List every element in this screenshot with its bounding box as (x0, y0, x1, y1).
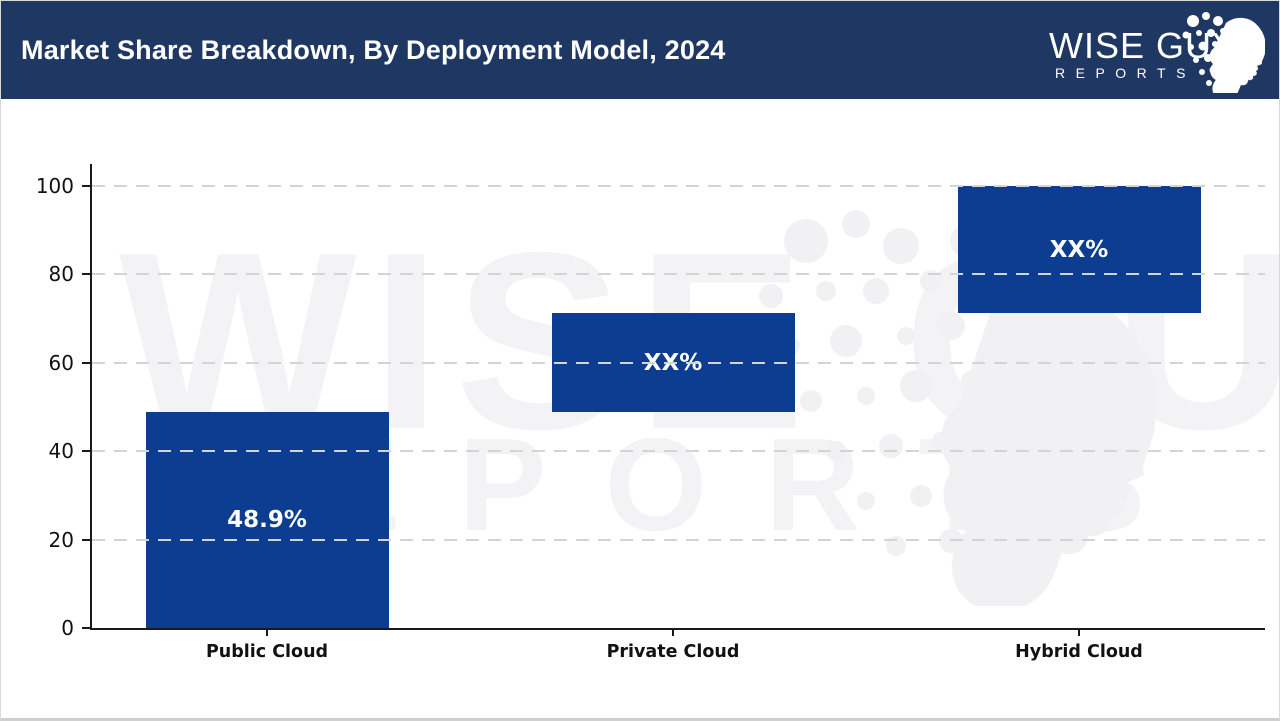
x-category-label-public-cloud: Public Cloud (205, 642, 329, 662)
x-category-label-private-cloud: Private Cloud (606, 642, 740, 662)
logo-reports-text: REPORTS (1055, 65, 1196, 81)
y-axis-tick-0 (82, 627, 90, 629)
bar-value-label-hybrid-cloud: XX% (1049, 236, 1109, 263)
y-axis-tick-label-100: 100 (35, 174, 74, 199)
bar-hybrid-cloud: XX% (957, 186, 1201, 314)
y-axis-tick-label-0: 0 (61, 616, 74, 640)
y-axis-tick-label-60: 60 (48, 350, 74, 375)
x-axis-tick-private-cloud (672, 628, 674, 636)
x-axis-tick-public-cloud (266, 628, 268, 636)
x-category-label-hybrid-cloud: Hybrid Cloud (1015, 642, 1143, 662)
gridline-40 (92, 450, 1265, 453)
gridline-100 (92, 185, 1265, 188)
y-axis-tick-100 (82, 185, 90, 188)
page-title: Market Share Breakdown, By Deployment Mo… (21, 35, 726, 65)
header-bar: Market Share Breakdown, By Deployment Mo… (1, 1, 1279, 99)
gridline-20 (92, 538, 1265, 541)
gridline-80 (92, 273, 1265, 276)
y-axis-tick-80 (82, 273, 90, 276)
bar-public-cloud: 48.9% (145, 411, 389, 628)
plot-area: 0 20 40 60 80 100 48.9% Public Cloud XX% Private … (36, 164, 1265, 662)
y-axis-tick-label-20: 20 (48, 527, 74, 552)
y-axis-tick-20 (82, 538, 90, 541)
y-axis-tick-40 (82, 450, 90, 453)
y-axis-tick-label-80: 80 (48, 262, 74, 287)
wiseguy-logo: WISE GUY REPORTS (1015, 7, 1265, 95)
y-axis-tick-60 (82, 361, 90, 364)
y-axis-tick-label-40: 40 (48, 439, 74, 464)
x-axis-tick-hybrid-cloud (1078, 628, 1080, 636)
gridline-60 (92, 361, 1265, 364)
bar-value-label-public-cloud: 48.9% (227, 506, 307, 533)
wiseguy-head-icon (1182, 12, 1265, 93)
